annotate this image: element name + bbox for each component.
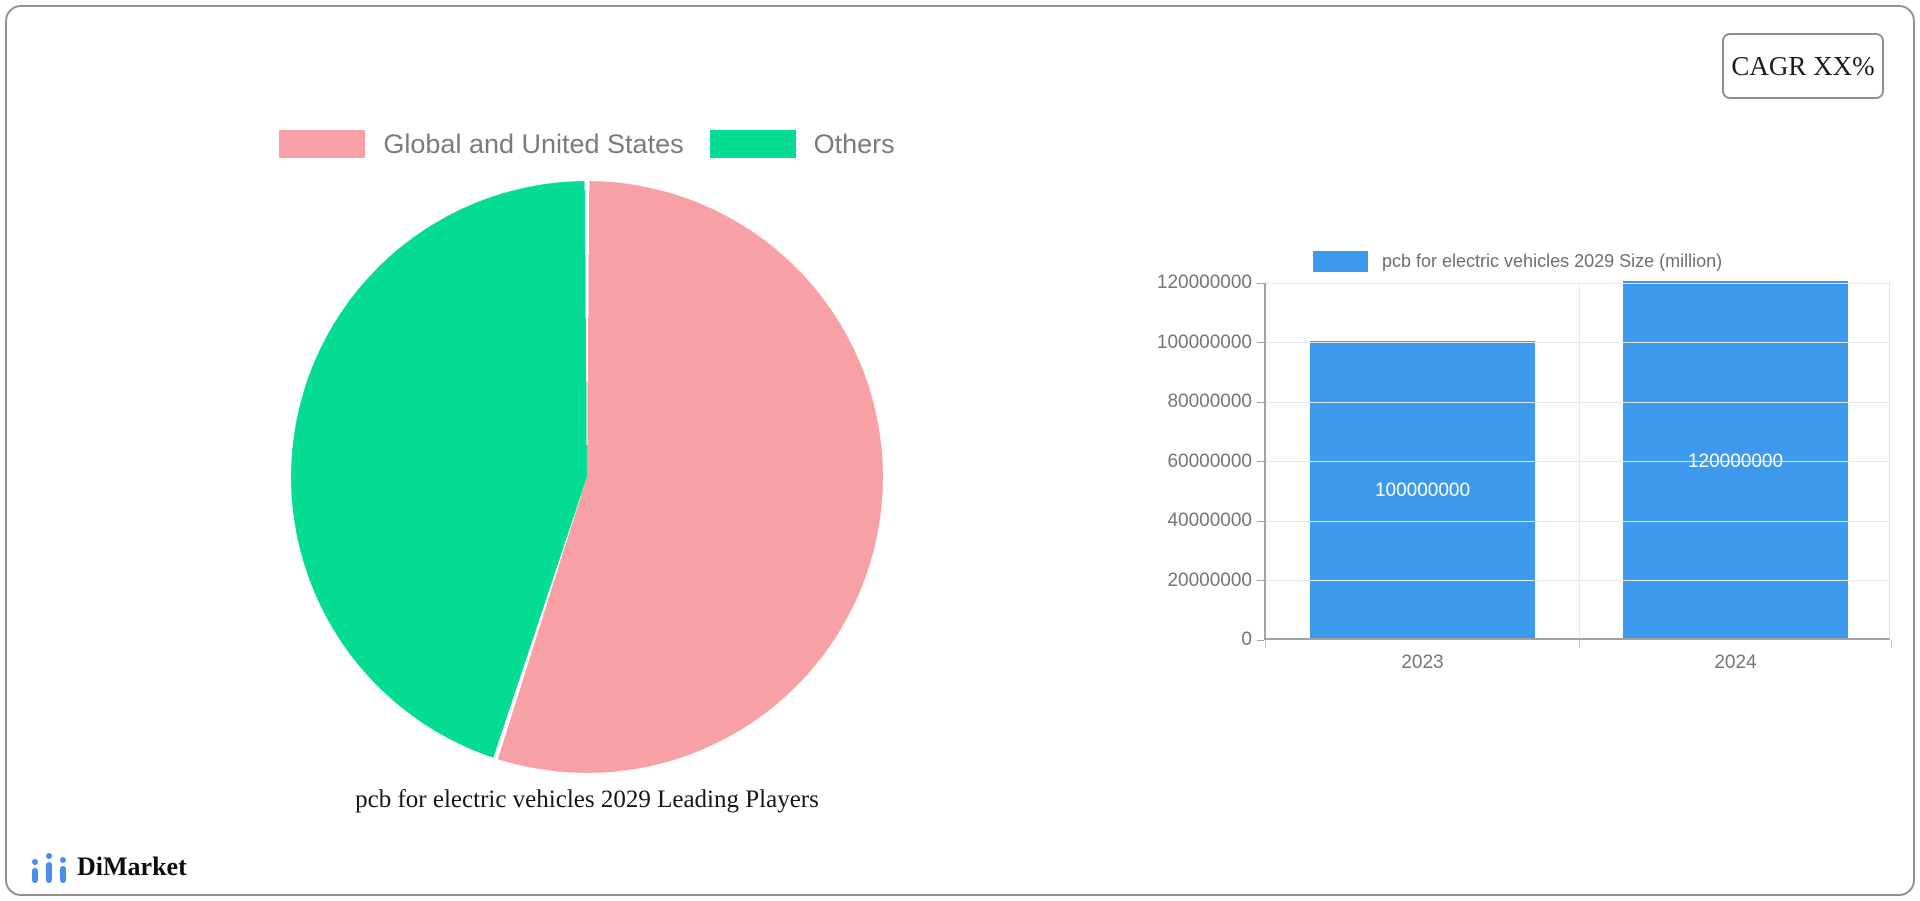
bar-legend-label: pcb for electric vehicles 2029 Size (mil…	[1382, 250, 1723, 271]
gridline-horizontal	[1266, 342, 1889, 343]
y-tick-label: 20000000	[1167, 569, 1252, 591]
bar-2023	[1310, 340, 1535, 638]
y-tick-mark	[1257, 461, 1264, 462]
gridline-vertical	[1578, 283, 1580, 638]
y-tick-mark	[1257, 342, 1264, 343]
cagr-label: CAGR XX%	[1731, 50, 1875, 81]
x-axis-label-2024: 2024	[1714, 652, 1757, 673]
pie-legend-label: Global and United States	[383, 128, 684, 159]
cagr-badge: CAGR XX%	[1722, 33, 1884, 99]
pie-legend-swatch-green	[709, 130, 796, 158]
gridline-horizontal	[1266, 520, 1889, 522]
dimarket-logo: DiMarket	[30, 849, 187, 885]
pie-legend-item-global: Global and United States	[279, 128, 684, 160]
y-tick-mark	[1257, 282, 1264, 284]
pie-legend-swatch-pink	[279, 130, 366, 158]
y-tick-mark	[1257, 401, 1264, 403]
x-tick-mark	[1578, 640, 1580, 648]
x-axis-label-2023: 2023	[1401, 652, 1444, 673]
gridline-horizontal	[1266, 282, 1889, 284]
bar-legend-swatch-blue	[1313, 250, 1368, 272]
y-tick-mark	[1257, 639, 1264, 641]
y-tick-label: 80000000	[1167, 391, 1252, 412]
y-tick-label: 60000000	[1167, 450, 1252, 472]
gridline-horizontal	[1266, 401, 1889, 403]
logo-text: DiMarket	[77, 852, 187, 881]
pie-chart-title: pcb for electric vehicles 2029 Leading P…	[355, 786, 819, 813]
pie-legend-item-others: Others	[709, 128, 895, 160]
bar-y-axis-labels: 0 20000000 40000000 60000000 80000000 1000000…	[1100, 273, 1252, 650]
gridline-horizontal	[1266, 580, 1889, 581]
gridline-horizontal	[1266, 461, 1889, 462]
y-tick-label: 100000000	[1156, 331, 1252, 353]
bar-2024	[1623, 281, 1848, 638]
y-tick-mark	[1257, 520, 1264, 522]
y-tick-label: 0	[1241, 629, 1252, 650]
y-tick-label: 40000000	[1167, 510, 1252, 531]
bar-legend: pcb for electric vehicles 2029 Size (mil…	[1313, 249, 1722, 273]
y-tick-label: 120000000	[1156, 272, 1252, 293]
x-tick-mark	[1890, 640, 1892, 648]
pie-legend: Global and United States Others	[279, 116, 895, 172]
bar-value-label-2023: 100000000	[1374, 480, 1471, 502]
pie-chart	[291, 181, 883, 773]
bar-chart-icon	[32, 852, 66, 883]
pie-legend-label: Others	[813, 128, 895, 159]
y-tick-mark	[1257, 580, 1264, 581]
bar-plot-area: 100000000 120000000 2023 2024	[1257, 281, 1892, 673]
x-tick-mark	[1265, 640, 1266, 648]
